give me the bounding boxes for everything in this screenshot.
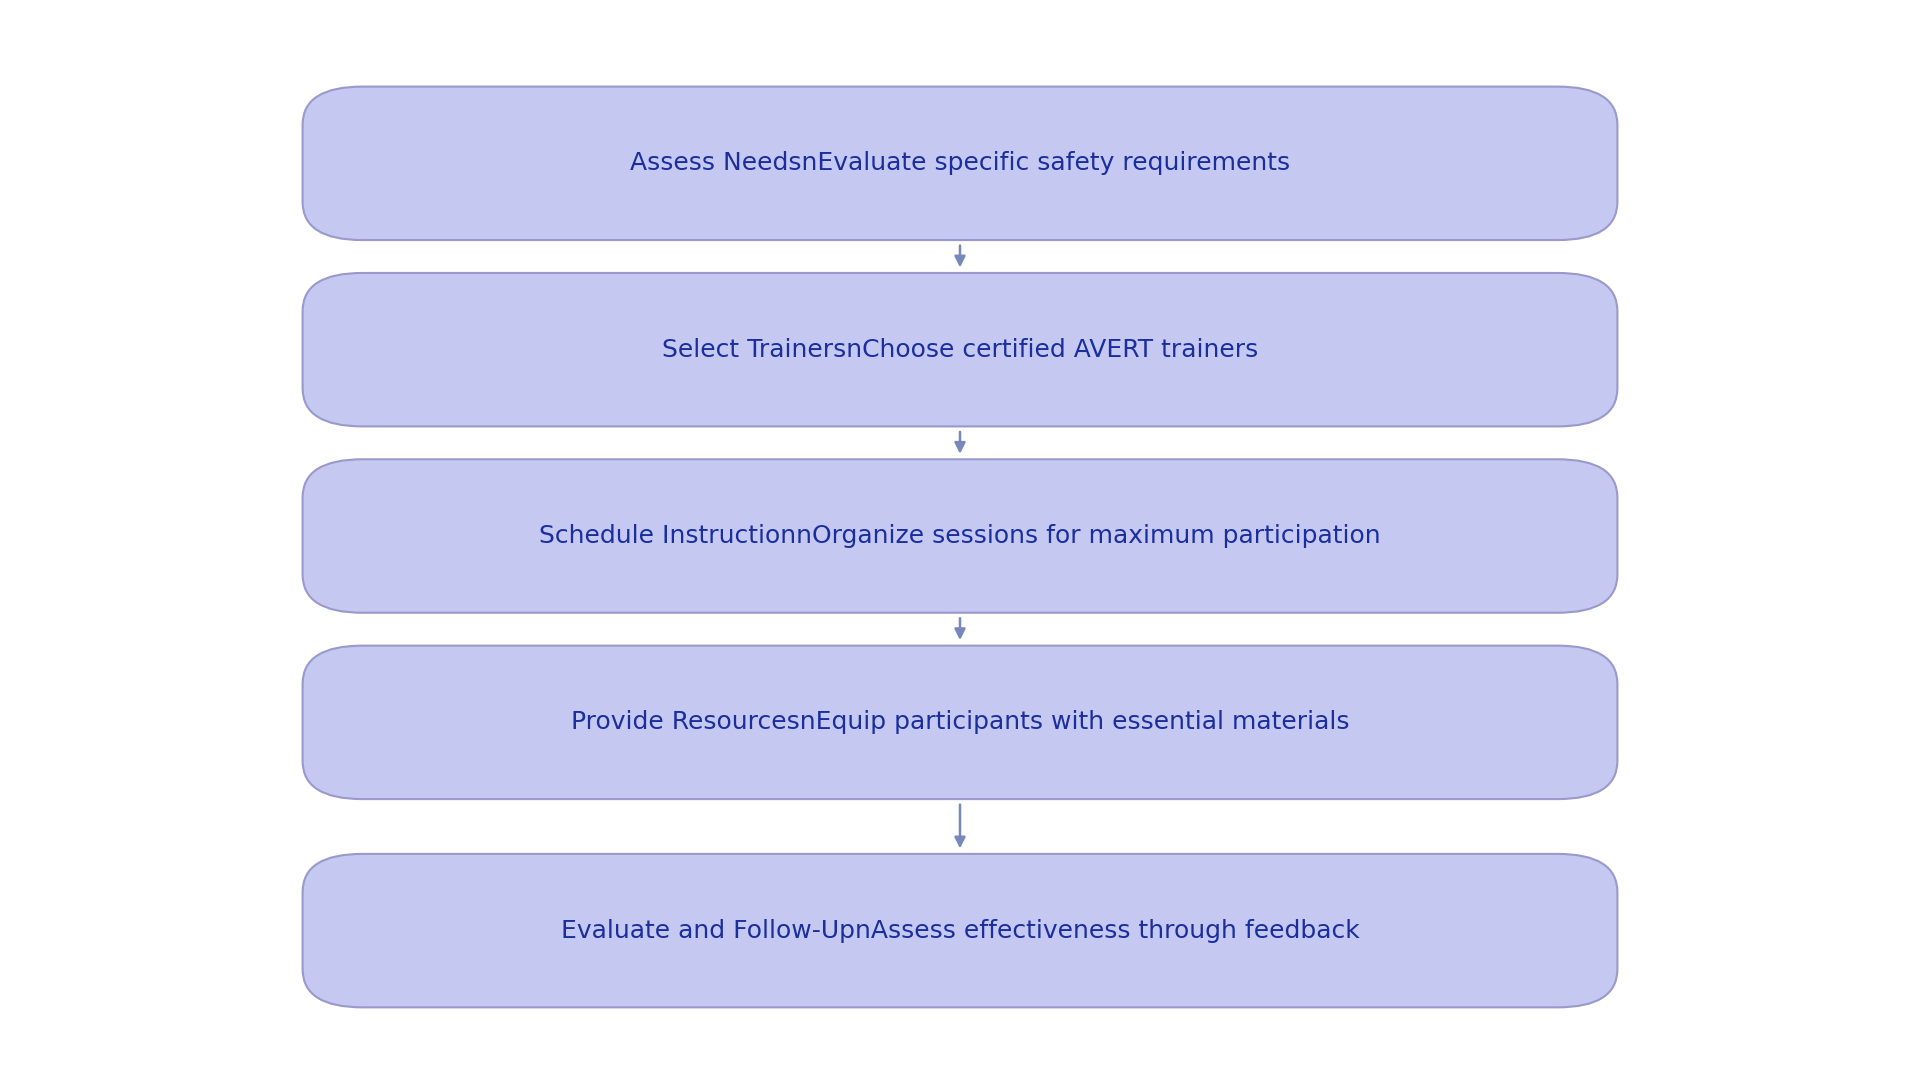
- FancyBboxPatch shape: [303, 853, 1617, 1007]
- FancyBboxPatch shape: [303, 645, 1617, 799]
- FancyBboxPatch shape: [303, 87, 1617, 240]
- FancyBboxPatch shape: [303, 273, 1617, 427]
- Text: Schedule InstructionnOrganize sessions for maximum participation: Schedule InstructionnOrganize sessions f…: [540, 524, 1380, 548]
- Text: Select TrainersnChoose certified AVERT trainers: Select TrainersnChoose certified AVERT t…: [662, 338, 1258, 362]
- FancyBboxPatch shape: [303, 459, 1617, 613]
- Text: Provide ResourcesnEquip participants with essential materials: Provide ResourcesnEquip participants wit…: [570, 710, 1350, 734]
- Text: Evaluate and Follow-UpnAssess effectiveness through feedback: Evaluate and Follow-UpnAssess effectiven…: [561, 918, 1359, 942]
- Text: Assess NeedsnEvaluate specific safety requirements: Assess NeedsnEvaluate specific safety re…: [630, 152, 1290, 175]
